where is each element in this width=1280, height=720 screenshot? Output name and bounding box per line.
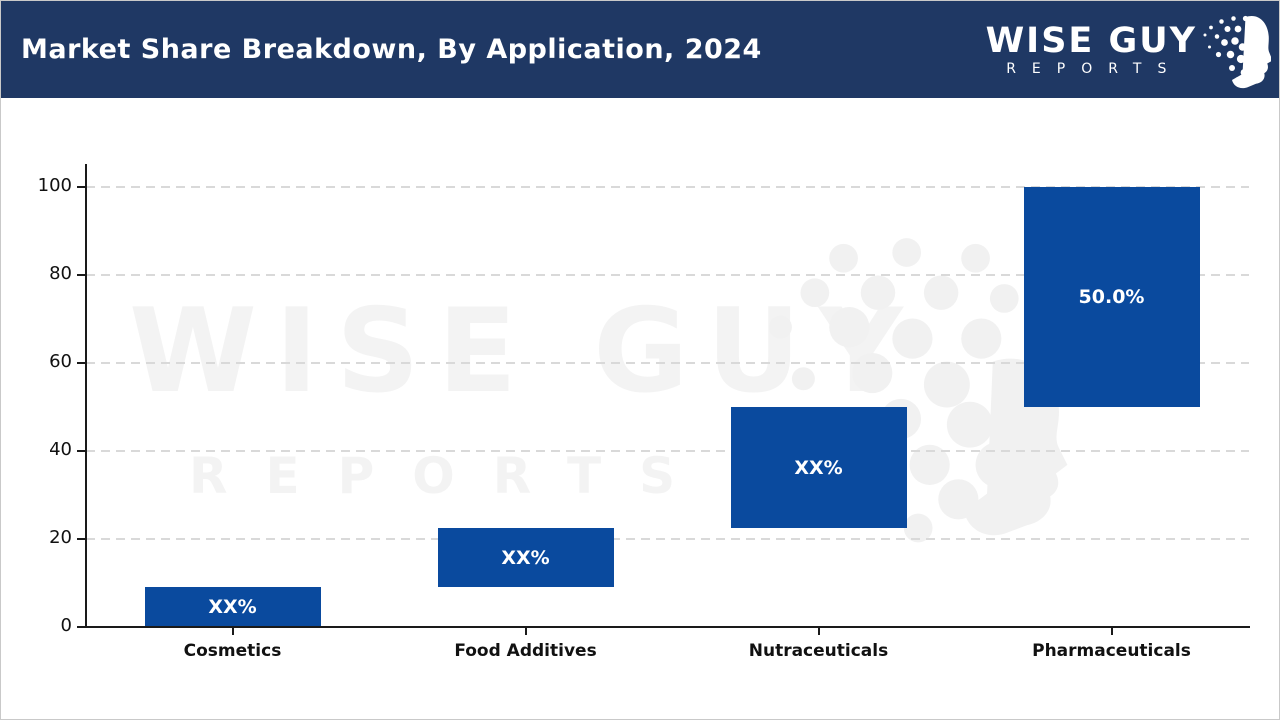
- plot-area: 0 20 40 60 80 100 XX% Cosmetics XX% Food Additive…: [1, 98, 1279, 719]
- header-banner: Market Share Breakdown, By Application, …: [1, 1, 1279, 98]
- y-tick-label: 0: [60, 615, 72, 636]
- gridline: [86, 186, 1249, 188]
- logo-head-icon: [1203, 15, 1271, 89]
- category-label: Nutraceuticals: [748, 641, 889, 661]
- y-tick-label: 20: [49, 527, 72, 548]
- y-tick-label: 100: [37, 175, 72, 196]
- x-tick-mark: [1110, 627, 1113, 635]
- gridline: [86, 362, 1249, 364]
- x-tick-mark: [231, 627, 234, 635]
- bar-value-label: 50.0%: [1078, 286, 1145, 308]
- y-tick-mark: [77, 626, 85, 628]
- gridline: [86, 274, 1249, 276]
- y-axis: [85, 164, 87, 628]
- y-tick-mark: [77, 274, 85, 276]
- bar: XX%: [437, 528, 614, 588]
- y-tick-mark: [77, 450, 85, 452]
- watermark-subtext: REPORTS: [189, 447, 714, 505]
- x-tick-mark: [524, 627, 527, 635]
- category-label: Cosmetics: [183, 641, 282, 661]
- bar: 50.0%: [1023, 187, 1200, 407]
- bar-value-label: XX%: [501, 546, 550, 569]
- y-tick-mark: [77, 538, 85, 540]
- logo-wordmark-line2: REPORTS: [1006, 61, 1183, 78]
- bar: XX%: [144, 587, 321, 627]
- bar: XX%: [730, 407, 907, 528]
- logo-wordmark: WISE GUY REPORTS: [985, 20, 1197, 78]
- category-label: Food Additives: [454, 641, 597, 661]
- bar-value-label: XX%: [208, 596, 257, 619]
- y-tick-label: 80: [49, 263, 72, 284]
- y-tick-mark: [77, 362, 85, 364]
- y-tick-label: 40: [49, 439, 72, 460]
- page-title: Market Share Breakdown, By Application, …: [21, 34, 762, 65]
- y-tick-mark: [77, 186, 85, 188]
- x-tick-mark: [817, 627, 820, 635]
- gridline: [86, 450, 1249, 452]
- logo-wordmark-line1: WISE GUY: [985, 20, 1197, 61]
- gridline: [86, 538, 1249, 540]
- watermark-text: WISE GUY: [129, 284, 921, 419]
- y-tick-label: 60: [49, 351, 72, 372]
- x-axis: [85, 626, 1250, 628]
- wiseguy-logo: WISE GUY REPORTS: [986, 5, 1271, 95]
- bar-value-label: XX%: [794, 456, 843, 479]
- category-label: Pharmaceuticals: [1032, 641, 1191, 661]
